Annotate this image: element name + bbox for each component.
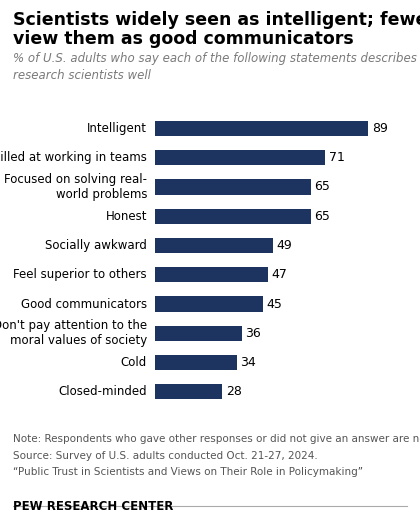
Bar	[155, 297, 263, 311]
Bar	[155, 267, 268, 282]
Text: Scientists widely seen as intelligent; fewer than half: Scientists widely seen as intelligent; f…	[13, 11, 420, 29]
Text: 28: 28	[226, 386, 242, 398]
Bar	[155, 384, 223, 399]
Text: 36: 36	[245, 327, 261, 340]
Text: 65: 65	[315, 210, 331, 223]
Bar	[155, 121, 368, 136]
Text: % of U.S. adults who say each of the following statements describes most
researc: % of U.S. adults who say each of the fol…	[13, 52, 420, 82]
Text: 89: 89	[372, 122, 388, 135]
Text: “Public Trust in Scientists and Views on Their Role in Policymaking”: “Public Trust in Scientists and Views on…	[13, 467, 362, 477]
Bar	[155, 326, 242, 341]
Text: Source: Survey of U.S. adults conducted Oct. 21-27, 2024.: Source: Survey of U.S. adults conducted …	[13, 451, 318, 461]
Text: 71: 71	[329, 151, 345, 164]
Text: 65: 65	[315, 180, 331, 193]
Bar	[155, 209, 311, 224]
Bar	[155, 150, 326, 166]
Text: PEW RESEARCH CENTER: PEW RESEARCH CENTER	[13, 500, 173, 512]
Text: 47: 47	[271, 268, 287, 281]
Text: view them as good communicators: view them as good communicators	[13, 30, 353, 48]
Text: Note: Respondents who gave other responses or did not give an answer are not sho: Note: Respondents who gave other respons…	[13, 434, 420, 444]
Bar	[155, 179, 311, 195]
Text: 45: 45	[267, 298, 283, 310]
Text: 49: 49	[276, 239, 292, 252]
Bar	[155, 355, 237, 370]
Bar	[155, 238, 273, 253]
Text: 34: 34	[240, 356, 256, 369]
